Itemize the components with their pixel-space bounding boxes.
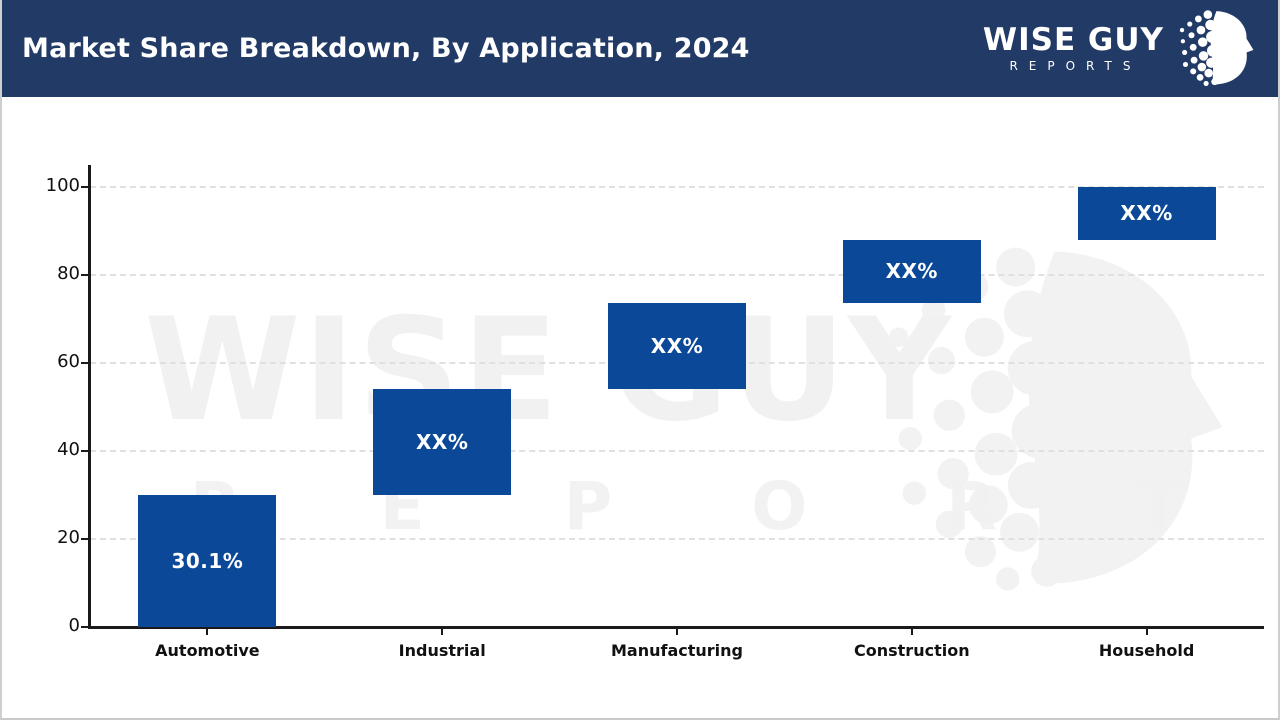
brand-face-icon — [1179, 9, 1254, 86]
bar-manufacturing: XX% — [608, 303, 746, 390]
x-axis-tick — [206, 627, 209, 635]
bar-automotive: 30.1% — [138, 494, 277, 627]
brand-name: WISE GUY — [982, 22, 1164, 59]
x-axis-tick — [1145, 627, 1148, 635]
x-axis-tick — [676, 627, 678, 635]
chart-title: Market Share Breakdown, By Application, … — [22, 33, 750, 64]
brand-logo-text: WISE GUY REPORTS — [983, 24, 1164, 73]
bar-value-label: XX% — [650, 334, 704, 359]
bar-industrial: XX% — [373, 389, 512, 495]
x-axis-label: Automotive — [155, 641, 260, 660]
y-axis-tick-label: 100 — [45, 175, 80, 196]
x-axis-line — [88, 626, 1264, 629]
x-axis-tick — [441, 627, 444, 635]
bar-construction: XX% — [842, 239, 981, 304]
y-axis-tick — [81, 626, 90, 628]
bar-value-label: XX% — [415, 429, 469, 454]
x-axis-label: Household — [1098, 641, 1195, 660]
y-axis-tick-label: 0 — [68, 615, 80, 636]
chart-area: WISE GUY R E P O R T S 02040608010030.1%… — [2, 97, 1278, 718]
x-axis-tick — [910, 627, 913, 635]
brand-subname: REPORTS — [1009, 58, 1142, 73]
header-bar: Market Share Breakdown, By Application, … — [2, 0, 1278, 97]
x-axis-label: Construction — [854, 641, 970, 660]
gridline — [90, 274, 1264, 276]
y-axis-tick-label: 20 — [57, 527, 80, 548]
y-axis-tick — [81, 450, 90, 452]
y-axis-tick — [81, 538, 90, 540]
gridline — [90, 186, 1264, 188]
bar-value-label: XX% — [885, 259, 938, 284]
bar-value-label: 30.1% — [171, 548, 244, 573]
watermark-text: WISE GUY — [144, 288, 953, 453]
y-axis-tick — [81, 274, 90, 276]
bar-household: XX% — [1077, 187, 1216, 240]
gridline — [90, 450, 1264, 452]
y-axis-tick-label: 60 — [57, 351, 80, 372]
y-axis-line — [88, 165, 91, 629]
y-axis-tick — [81, 362, 90, 364]
y-axis-tick — [81, 186, 90, 188]
brand-logo: WISE GUY REPORTS — [983, 6, 1256, 92]
y-axis-tick-label: 80 — [57, 263, 80, 284]
y-axis-tick-label: 40 — [57, 439, 80, 460]
x-axis-label: Manufacturing — [611, 641, 743, 660]
gridline — [90, 538, 1264, 540]
bar-value-label: XX% — [1120, 201, 1173, 226]
x-axis-label: Industrial — [398, 641, 486, 660]
